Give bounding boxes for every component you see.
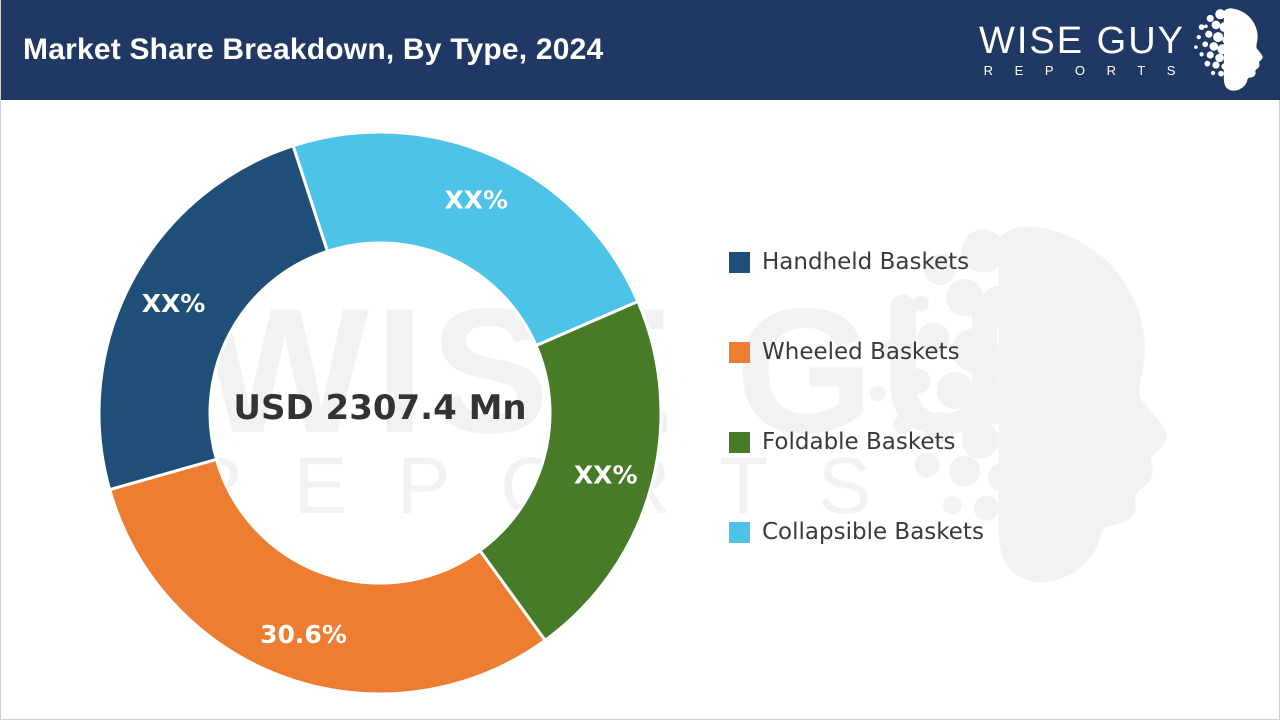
pie-segment-label: 30.6% [260, 620, 347, 649]
donut-chart: XX% 30.6% XX% XX% [97, 130, 663, 696]
dotted-head-icon [1194, 8, 1263, 91]
pie-segment-foldable-baskets [478, 299, 663, 642]
legend-swatch [729, 251, 750, 273]
logo-subtitle: R E P O R T S [983, 63, 1185, 78]
legend-label: Collapsible Baskets [762, 519, 984, 545]
legend: Handheld Baskets Wheeled Baskets Foldable … [729, 249, 984, 610]
logo-text: WISE GUY R E P O R T S [979, 22, 1185, 78]
page-title: Market Share Breakdown, By Type, 2024 [23, 33, 604, 66]
wise-guy-logo: WISE GUY R E P O R T S [979, 7, 1263, 93]
donut-center-value: USD 2307.4 Mn [233, 388, 527, 428]
legend-swatch [729, 521, 750, 543]
legend-swatch [729, 431, 750, 453]
legend-item-handheld-baskets: Handheld Baskets [729, 249, 984, 275]
logo-wordmark: WISE GUY [978, 20, 1185, 62]
legend-label: Wheeled Baskets [762, 339, 960, 365]
pie-segment-wheeled-baskets [108, 457, 547, 696]
legend-item-foldable-baskets: Foldable Baskets [729, 429, 984, 455]
legend-label: Foldable Baskets [762, 429, 956, 455]
pie-segment-collapsible-baskets [291, 130, 640, 347]
legend-label: Handheld Baskets [762, 249, 970, 275]
legend-item-collapsible-baskets: Collapsible Baskets [729, 519, 984, 545]
pie-segment-label: XX% [574, 461, 638, 490]
legend-item-wheeled-baskets: Wheeled Baskets [729, 339, 984, 365]
legend-swatch [729, 341, 750, 363]
pie-segment-label: XX% [444, 186, 508, 215]
pie-segment-label: XX% [142, 289, 206, 318]
header-bar: Market Share Breakdown, By Type, 2024 WI… [1, 0, 1280, 100]
pie-segment-handheld-baskets [97, 144, 329, 492]
